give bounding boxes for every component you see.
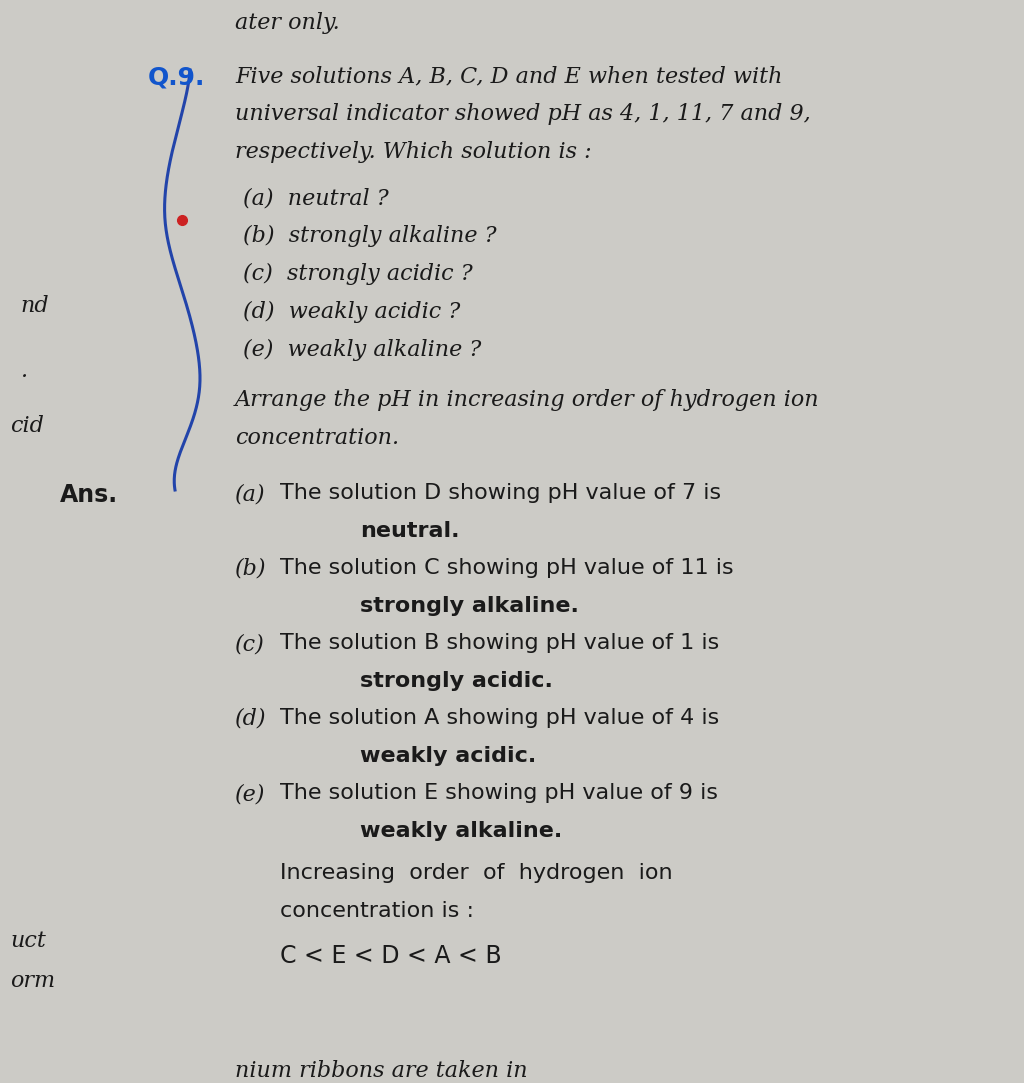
Text: (a): (a) bbox=[234, 483, 265, 505]
Text: (a)  neutral ?: (a) neutral ? bbox=[243, 187, 389, 209]
Text: The solution C showing pH value of 11 is: The solution C showing pH value of 11 is bbox=[280, 558, 733, 578]
Text: (b): (b) bbox=[234, 558, 266, 580]
Text: universal indicator showed pH as 4, 1, 11, 7 and 9,: universal indicator showed pH as 4, 1, 1… bbox=[234, 103, 811, 125]
Text: uct: uct bbox=[10, 930, 46, 952]
Text: orm: orm bbox=[10, 970, 55, 992]
Text: (c)  strongly acidic ?: (c) strongly acidic ? bbox=[243, 263, 473, 285]
Text: strongly acidic.: strongly acidic. bbox=[360, 671, 553, 691]
Text: (d): (d) bbox=[234, 708, 266, 730]
Text: weakly alkaline.: weakly alkaline. bbox=[360, 821, 562, 841]
Text: The solution D showing pH value of 7 is: The solution D showing pH value of 7 is bbox=[280, 483, 721, 503]
Text: The solution B showing pH value of 1 is: The solution B showing pH value of 1 is bbox=[280, 632, 719, 653]
Text: C < E < D < A < B: C < E < D < A < B bbox=[280, 944, 502, 968]
Text: weakly acidic.: weakly acidic. bbox=[360, 746, 537, 766]
Text: Arrange the pH in increasing order of hydrogen ion: Arrange the pH in increasing order of hy… bbox=[234, 389, 819, 412]
Text: Q.9.: Q.9. bbox=[148, 65, 206, 89]
Text: (e)  weakly alkaline ?: (e) weakly alkaline ? bbox=[243, 339, 481, 361]
Text: (c): (c) bbox=[234, 632, 265, 655]
Text: strongly alkaline.: strongly alkaline. bbox=[360, 596, 579, 616]
Text: Ans.: Ans. bbox=[60, 483, 118, 507]
Text: (b)  strongly alkaline ?: (b) strongly alkaline ? bbox=[243, 225, 497, 247]
Text: (d)  weakly acidic ?: (d) weakly acidic ? bbox=[243, 301, 460, 323]
Text: Five solutions A, B, C, D and E when tested with: Five solutions A, B, C, D and E when tes… bbox=[234, 65, 782, 87]
Text: cid: cid bbox=[10, 415, 44, 438]
Text: nium ribbons are taken in: nium ribbons are taken in bbox=[234, 1060, 527, 1082]
Text: .: . bbox=[20, 360, 27, 382]
Text: respectively. Which solution is :: respectively. Which solution is : bbox=[234, 141, 592, 164]
Text: The solution A showing pH value of 4 is: The solution A showing pH value of 4 is bbox=[280, 708, 719, 728]
Text: concentration.: concentration. bbox=[234, 427, 399, 449]
Text: nd: nd bbox=[20, 295, 48, 317]
Text: The solution E showing pH value of 9 is: The solution E showing pH value of 9 is bbox=[280, 783, 718, 803]
Text: concentration is :: concentration is : bbox=[280, 901, 474, 921]
Text: Increasing  order  of  hydrogen  ion: Increasing order of hydrogen ion bbox=[280, 863, 673, 883]
Text: ater only.: ater only. bbox=[234, 12, 340, 34]
Text: neutral.: neutral. bbox=[360, 521, 460, 542]
Text: (e): (e) bbox=[234, 783, 265, 805]
